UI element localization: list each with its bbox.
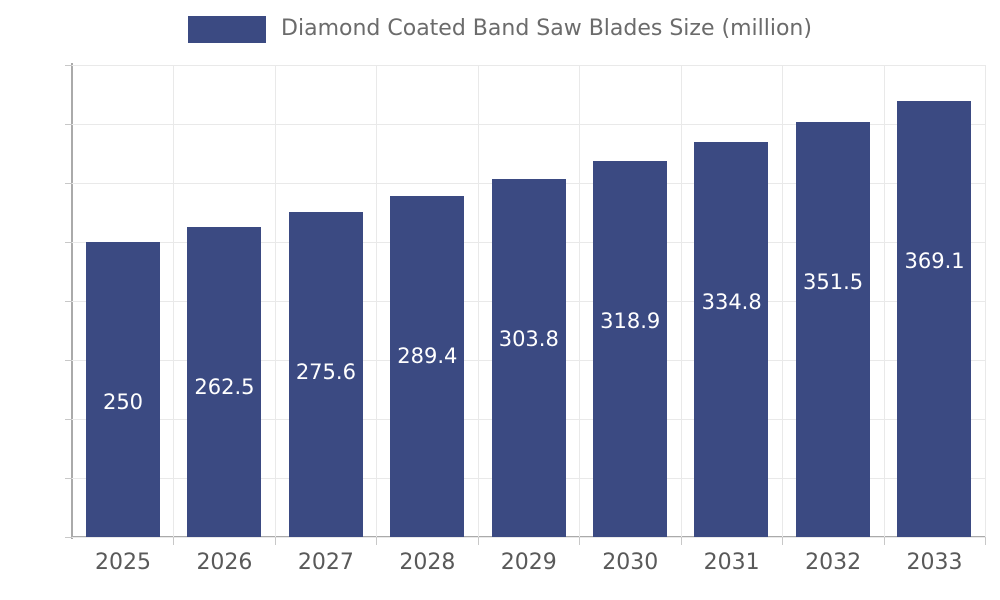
gridline-horizontal [72,537,985,538]
x-axis-tick-label: 2026 [196,550,253,575]
bar[interactable] [390,195,465,537]
bar-value-label: 250 [102,390,144,414]
x-axis-tick-label: 2028 [399,550,456,575]
bar-value-label: 318.9 [600,308,661,333]
bar[interactable] [187,227,262,537]
bar-value-label: 289.4 [397,343,458,368]
x-axis-tick-mark [579,537,580,545]
gridline-vertical [275,65,276,537]
gridline-horizontal [72,124,985,125]
bar[interactable] [897,101,972,537]
x-axis-tick-mark [884,537,885,545]
bar[interactable] [694,141,769,537]
x-axis-tick-mark [985,537,986,545]
gridline-vertical [884,65,885,537]
x-axis-tick-label: 2025 [95,550,151,575]
bar-value-label: 275.6 [295,359,356,384]
y-axis-tick-mark [65,65,72,66]
bar[interactable] [795,122,870,537]
gridline-vertical [985,65,986,537]
chart-legend: Diamond Coated Band Saw Blades Size (mil… [0,10,1000,48]
x-axis-tick-label: 2031 [703,550,760,575]
gridline-vertical [478,65,479,537]
bar-value-label: 303.8 [498,326,559,351]
x-axis-tick-mark [275,537,276,545]
y-axis-tick-mark [65,419,72,420]
bar[interactable] [491,178,566,537]
bar-value-label: 369.1 [904,249,965,274]
y-axis-tick-mark [65,478,72,479]
y-axis-tick-mark [65,301,72,302]
bar-value-label: 334.8 [701,289,762,314]
y-axis-tick-mark [65,242,72,243]
x-axis-tick-mark [173,537,174,545]
x-axis-tick-label: 2032 [805,550,862,575]
x-axis-tick-label: 2030 [602,550,659,575]
legend-swatch-icon [188,15,267,43]
gridline-vertical [782,65,783,537]
bar-value-label: 351.5 [803,270,864,295]
gridline-vertical [376,65,377,537]
plot-area: 0501001502002503003504002502025262.52026… [65,65,986,574]
gridline-vertical [579,65,580,537]
gridline-horizontal [72,65,985,66]
bar[interactable] [85,242,160,537]
bar[interactable] [592,160,667,537]
bar-value-label: 262.5 [194,375,255,400]
y-axis-tick-mark [65,360,72,361]
gridline-vertical [681,65,682,537]
x-axis-tick-mark [376,537,377,545]
legend-label: Diamond Coated Band Saw Blades Size (mil… [281,16,812,41]
y-axis-tick-mark [65,537,72,538]
bar[interactable] [288,211,363,537]
x-axis-tick-mark [478,537,479,545]
x-axis-tick-mark [681,537,682,545]
y-axis-tick-mark [65,183,72,184]
x-axis-tick-label: 2029 [500,550,557,575]
x-axis-tick-label: 2033 [906,550,963,575]
y-axis-tick-mark [65,124,72,125]
x-axis-tick-label: 2027 [297,550,354,575]
x-axis-tick-mark [782,537,783,545]
gridline-vertical [173,65,174,537]
